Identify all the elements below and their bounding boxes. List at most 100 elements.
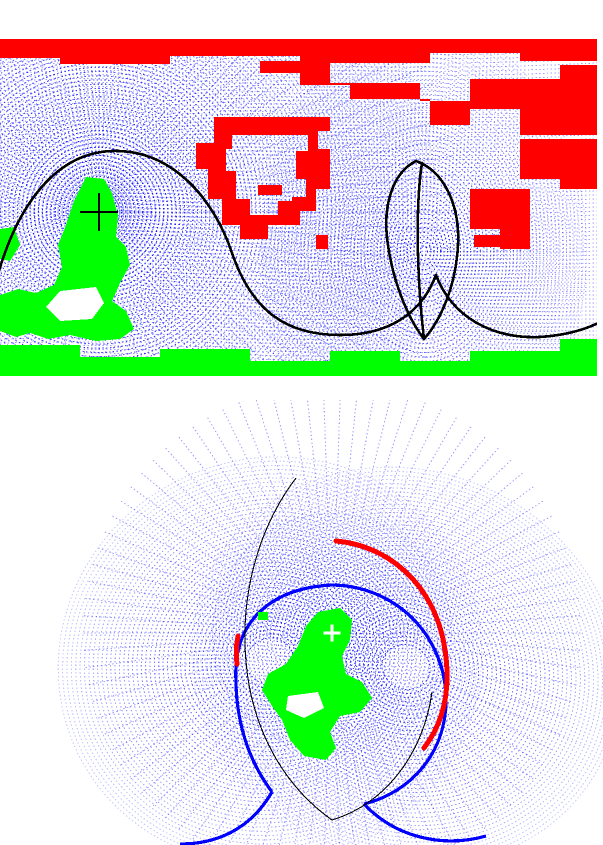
- azi-outer-spoke: [237, 400, 289, 524]
- midfield-stripe: [0, 266, 597, 276]
- azi-outer-lobe-arc: [248, 520, 564, 814]
- azi-green-speck: [258, 612, 268, 620]
- azi-outer-spoke: [96, 546, 222, 594]
- azi-outer-lobe-arc: [228, 620, 312, 702]
- azi-map-canvas: [0, 400, 603, 845]
- tx-spoke: [98, 155, 455, 213]
- azi-outer-lobe-arc: [235, 507, 577, 827]
- azi-outer-spoke: [91, 563, 219, 602]
- azi-outer-spoke: [416, 714, 513, 808]
- azi-outer-spoke: [435, 687, 553, 751]
- midfield-stripe: [0, 98, 597, 108]
- azi-outer-lobe-arc: [191, 466, 603, 845]
- midfield-stripe: [0, 305, 597, 309]
- azi-outer-lobe-arc: [114, 511, 426, 811]
- azi-great-circle: [244, 477, 333, 821]
- midfield-stripe: [0, 341, 597, 345]
- azi-inner-ring: [232, 533, 432, 733]
- azi-outer-spoke: [442, 546, 568, 594]
- antipode-arc: [406, 227, 442, 275]
- antipode-arc: [413, 236, 435, 266]
- azi-outer-lobe-arc: [337, 602, 475, 732]
- antipode-arc: [386, 199, 462, 303]
- azi-lobe-left: [179, 791, 274, 845]
- azi-inner-ring: [266, 567, 398, 699]
- tx-arc: [278, 39, 350, 376]
- antipode-arc: [356, 158, 492, 344]
- antipode-arc: [267, 39, 581, 376]
- tx-spoke: [98, 211, 455, 269]
- terminator-main-arc: [0, 149, 438, 337]
- azi-outer-lobe-arc: [350, 615, 462, 719]
- antipode-arc: [399, 217, 449, 285]
- tx-spoke: [0, 211, 100, 312]
- azi-outer-spoke: [129, 485, 237, 565]
- azi-outer-lobe-arc: [341, 606, 471, 728]
- azi-inner-ring: [303, 604, 361, 662]
- antipode-arc: [280, 52, 568, 376]
- tx-arc: [4, 117, 194, 307]
- azi-inner-ring: [215, 516, 449, 750]
- midfield-stripe: [0, 254, 597, 264]
- rect-map-canvas: [0, 39, 597, 376]
- azi-outer-lobe-arc: [284, 553, 528, 781]
- azi-outer-lobe-arc: [310, 578, 502, 756]
- azi-outer-lobe-arc: [275, 545, 537, 789]
- tx-spoke: [0, 88, 100, 213]
- rectangular-coverage-map[interactable]: [0, 39, 597, 376]
- antipode-arc: [376, 185, 472, 317]
- azi-outer-spoke: [309, 750, 321, 845]
- azi-outer-lobe-arc: [136, 532, 404, 790]
- azi-inner-ring: [211, 512, 453, 754]
- azi-outer-spoke: [431, 500, 545, 571]
- azi-inner-ring: [252, 553, 412, 713]
- antipode-arc: [284, 56, 564, 376]
- azi-inner-ring: [235, 536, 429, 730]
- azi-outer-lobe-arc: [231, 503, 581, 831]
- azi-outer-spoke: [294, 749, 313, 845]
- azi-outer-spoke: [255, 400, 297, 521]
- midfield-stripe: [0, 107, 597, 115]
- azi-inner-ring: [276, 577, 388, 689]
- midfield-stripe: [0, 245, 597, 257]
- azi-outer-spoke: [335, 400, 341, 516]
- green-south-band: [0, 339, 597, 376]
- azi-outer-lobe-arc: [262, 532, 550, 802]
- azi-lobe-right: [362, 802, 487, 843]
- azi-inner-ring: [293, 594, 371, 672]
- tx-spoke: [0, 167, 100, 213]
- midfield-stripe: [0, 325, 597, 329]
- azi-outer-spoke: [111, 515, 229, 579]
- tx-spoke: [98, 82, 436, 213]
- tx-arc: [332, 39, 392, 376]
- tx-arc: [388, 39, 438, 376]
- midfield-stripe: [0, 250, 597, 260]
- azimuthal-coverage-map[interactable]: [0, 400, 603, 845]
- azi-outer-spoke: [306, 400, 321, 516]
- azi-map-background: [0, 400, 603, 845]
- antipode-bundle: [260, 39, 588, 376]
- azi-inner-ring: [249, 550, 415, 716]
- azi-outer-spoke: [367, 745, 402, 845]
- tx-arc: [212, 39, 308, 376]
- midfield-stripe: [0, 94, 597, 104]
- tx-arc: [0, 39, 274, 376]
- midfield-stripe: [0, 237, 597, 249]
- antipode-arc: [307, 89, 541, 376]
- midfield-stripe: [0, 81, 597, 93]
- azi-inner-ring: [225, 526, 439, 740]
- azi-outer-spoke: [140, 708, 242, 795]
- antipode-arc: [313, 98, 535, 376]
- midfield-stripe: [0, 102, 597, 112]
- azi-outer-spoke: [177, 725, 260, 831]
- azi-green-notch: [286, 692, 324, 718]
- azi-outer-lobe-arc: [372, 635, 440, 699]
- azi-outer-spoke: [119, 500, 233, 571]
- azi-outer-spoke: [442, 672, 568, 720]
- azi-outer-spoke: [82, 615, 215, 626]
- antipode-arc: [416, 240, 432, 262]
- midfield-stripe: [0, 192, 597, 198]
- terminator-lower-arc: [434, 273, 597, 339]
- azi-inner-ring: [218, 519, 446, 747]
- azi-outer-spoke: [84, 648, 216, 669]
